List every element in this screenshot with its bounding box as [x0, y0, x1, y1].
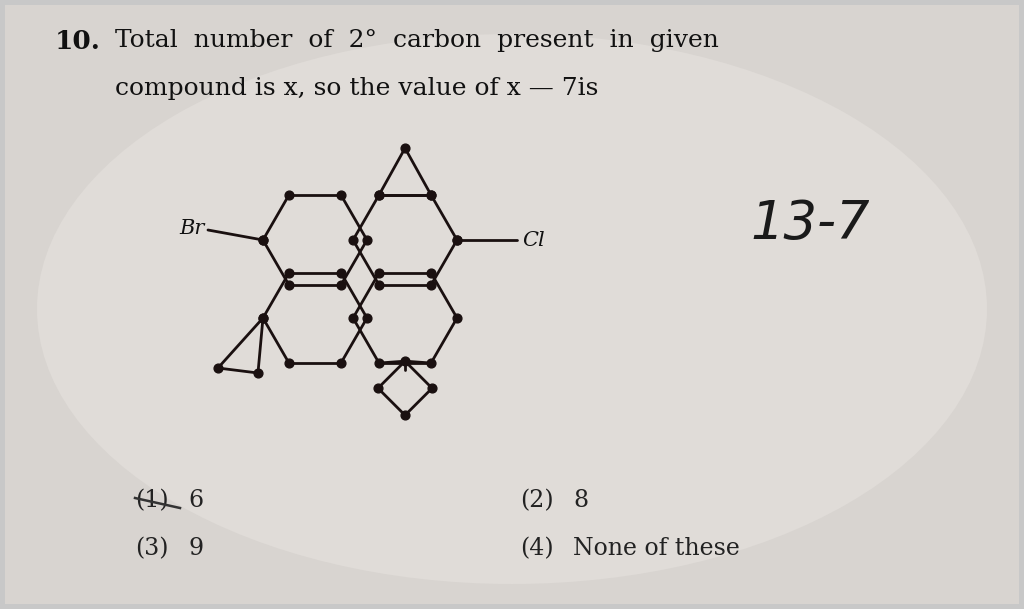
Point — [423, 268, 439, 278]
Point — [423, 358, 439, 368]
Point — [281, 280, 297, 290]
Point — [371, 268, 387, 278]
Point — [423, 280, 439, 290]
Point — [281, 190, 297, 200]
Text: (1): (1) — [135, 489, 169, 512]
Point — [333, 358, 349, 368]
Point — [255, 235, 271, 245]
Point — [281, 268, 297, 278]
Point — [345, 235, 361, 245]
Point — [449, 235, 465, 245]
Point — [255, 235, 271, 245]
Point — [371, 358, 387, 368]
Point — [397, 356, 414, 366]
Text: Cl: Cl — [522, 230, 545, 250]
Point — [424, 383, 440, 393]
Text: None of these: None of these — [573, 537, 740, 560]
Text: (2): (2) — [520, 489, 554, 512]
Point — [449, 313, 465, 323]
Point — [333, 280, 349, 290]
Point — [397, 143, 414, 153]
Point — [255, 313, 271, 323]
Point — [423, 190, 439, 200]
Point — [358, 235, 375, 245]
Text: Br: Br — [179, 219, 205, 238]
Point — [397, 410, 414, 420]
Ellipse shape — [37, 34, 987, 584]
Point — [423, 190, 439, 200]
Point — [250, 368, 266, 378]
Point — [210, 363, 226, 373]
Point — [281, 358, 297, 368]
Point — [255, 313, 271, 323]
Point — [371, 280, 387, 290]
Point — [371, 190, 387, 200]
Point — [345, 313, 361, 323]
Point — [370, 383, 386, 393]
Text: compound is x, so the value of x — 7is: compound is x, so the value of x — 7is — [115, 77, 598, 100]
Point — [358, 313, 375, 323]
Text: 13-7: 13-7 — [750, 198, 869, 250]
Text: 6: 6 — [188, 489, 203, 512]
Point — [333, 268, 349, 278]
Point — [371, 190, 387, 200]
Text: 9: 9 — [188, 537, 203, 560]
Point — [449, 235, 465, 245]
Text: (4): (4) — [520, 537, 554, 560]
Text: Total  number  of  2°  carbon  present  in  given: Total number of 2° carbon present in giv… — [115, 29, 719, 52]
Text: (3): (3) — [135, 537, 169, 560]
Point — [333, 190, 349, 200]
Text: 8: 8 — [573, 489, 588, 512]
Text: 10.: 10. — [55, 29, 101, 54]
